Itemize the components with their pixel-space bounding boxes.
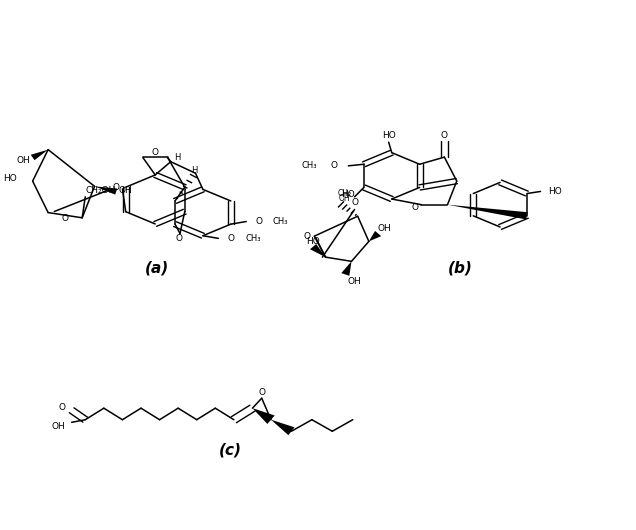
Text: OH: OH xyxy=(119,186,132,195)
Text: (a): (a) xyxy=(144,260,169,275)
Text: HO: HO xyxy=(549,187,562,196)
Polygon shape xyxy=(310,244,326,257)
Text: O: O xyxy=(176,234,183,243)
Text: OH: OH xyxy=(52,422,66,431)
Text: HO: HO xyxy=(342,190,356,199)
Text: O: O xyxy=(62,214,69,223)
Text: CH₃: CH₃ xyxy=(273,217,288,226)
Text: HO: HO xyxy=(307,237,320,246)
Text: H: H xyxy=(174,153,180,162)
Text: O: O xyxy=(331,161,338,170)
Polygon shape xyxy=(342,261,352,276)
Text: HO: HO xyxy=(3,174,17,183)
Text: H: H xyxy=(191,166,197,175)
Text: O: O xyxy=(113,183,120,192)
Text: O: O xyxy=(411,203,418,212)
Polygon shape xyxy=(448,205,528,219)
Text: CH₃: CH₃ xyxy=(245,234,261,243)
Text: OH: OH xyxy=(348,277,361,286)
Text: HO: HO xyxy=(382,131,396,140)
Polygon shape xyxy=(369,231,381,241)
Text: O: O xyxy=(255,217,262,226)
Polygon shape xyxy=(271,420,294,435)
Text: O: O xyxy=(258,388,265,398)
Text: CH₂: CH₂ xyxy=(337,189,352,198)
Text: O: O xyxy=(351,198,358,207)
Text: OH: OH xyxy=(17,156,31,165)
Text: (b): (b) xyxy=(447,260,473,275)
Polygon shape xyxy=(95,187,117,195)
Text: O: O xyxy=(227,234,234,243)
Text: OH: OH xyxy=(338,195,350,204)
Text: CH₃: CH₃ xyxy=(302,161,317,170)
Text: OH: OH xyxy=(377,224,391,233)
Text: O: O xyxy=(441,130,448,139)
Text: O: O xyxy=(303,232,310,241)
Text: (c): (c) xyxy=(219,442,242,457)
Polygon shape xyxy=(31,149,48,160)
Text: CH₂OH: CH₂OH xyxy=(85,186,116,195)
Text: O: O xyxy=(152,148,159,157)
Polygon shape xyxy=(252,408,275,424)
Text: O: O xyxy=(59,403,66,412)
